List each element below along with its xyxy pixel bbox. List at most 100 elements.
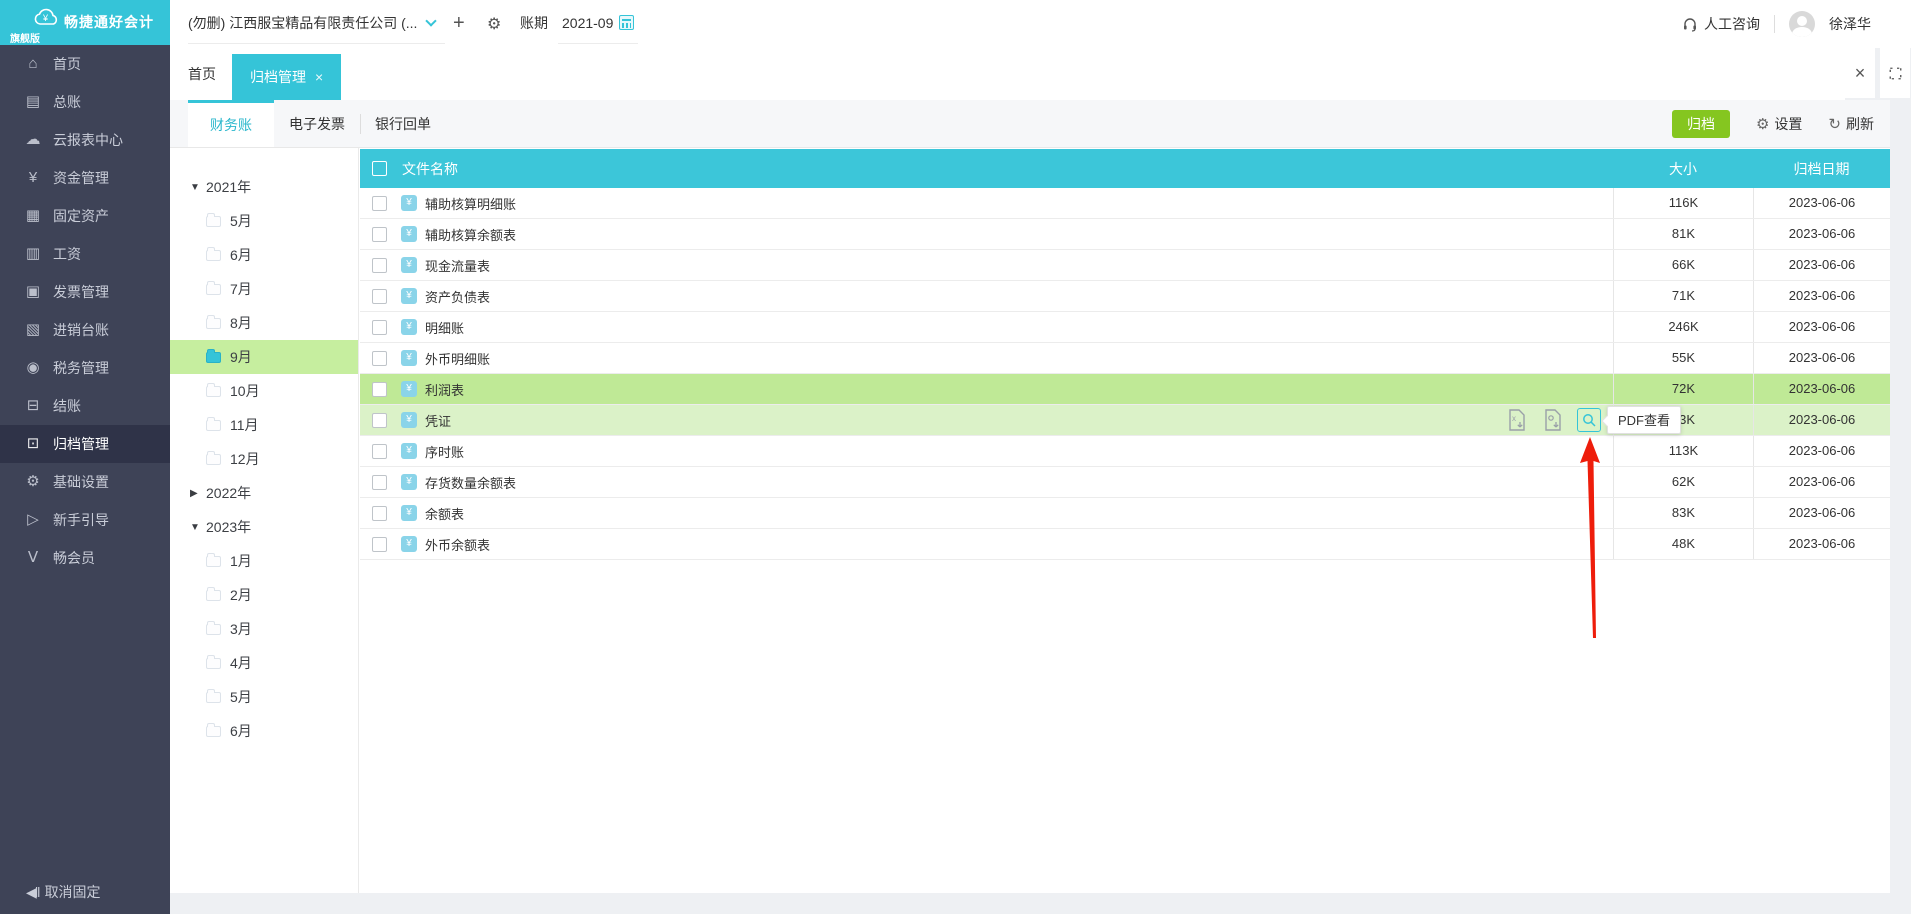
- table-row[interactable]: 辅助核算明细账 x: [360, 188, 1890, 219]
- tree-node[interactable]: 7月: [170, 272, 358, 306]
- tree-node[interactable]: 10月: [170, 374, 358, 408]
- tree-node-label: 4月: [230, 655, 252, 671]
- row-checkbox[interactable]: [372, 412, 387, 428]
- tree-node[interactable]: 8月: [170, 306, 358, 340]
- row-checkbox[interactable]: [372, 350, 387, 366]
- sidebar-item[interactable]: 结账: [0, 387, 170, 425]
- tree-node[interactable]: 2022年: [170, 476, 358, 510]
- period-label: 账期: [520, 15, 548, 31]
- sidebar-item[interactable]: 进销台账: [0, 311, 170, 349]
- tree-node[interactable]: 12月: [170, 442, 358, 476]
- subtab-bar: 财务账 电子发票 银行回单: [170, 100, 1890, 148]
- close-all-tabs-button[interactable]: [1845, 48, 1875, 98]
- tree-expander-icon[interactable]: [190, 522, 204, 533]
- sidebar-item-icon: [24, 245, 42, 263]
- tree-expander-icon[interactable]: [190, 182, 204, 193]
- sidebar-item-icon: [24, 435, 42, 453]
- tree-node[interactable]: 6月: [170, 238, 358, 272]
- subtab[interactable]: 银行回单: [360, 100, 446, 147]
- unpin-sidebar-button[interactable]: 取消固定: [26, 882, 101, 902]
- table-row[interactable]: 辅助核算余额表 x: [360, 219, 1890, 250]
- folder-icon: [206, 688, 221, 703]
- add-account-button[interactable]: [453, 13, 465, 33]
- row-checkbox[interactable]: [372, 319, 387, 335]
- fullscreen-button[interactable]: [1880, 48, 1910, 98]
- sidebar-item[interactable]: 首页: [0, 45, 170, 83]
- table-row[interactable]: 明细账 x: [360, 312, 1890, 343]
- pdf-download-icon[interactable]: [1541, 408, 1565, 432]
- row-checkbox[interactable]: [372, 195, 387, 211]
- tree-node[interactable]: 2023年: [170, 510, 358, 544]
- sidebar-item-icon: [24, 549, 42, 567]
- table-row[interactable]: 外币明细账 x: [360, 343, 1890, 374]
- tree-node[interactable]: 6月: [170, 714, 358, 748]
- archive-button[interactable]: 归档: [1671, 110, 1730, 138]
- table-row[interactable]: 凭证 x: [360, 405, 1890, 436]
- row-checkbox[interactable]: [372, 443, 387, 459]
- select-all-checkbox[interactable]: [372, 161, 387, 176]
- tree-node[interactable]: 5月: [170, 204, 358, 238]
- period-picker[interactable]: 2021-09: [558, 2, 639, 44]
- row-checkbox[interactable]: [372, 474, 387, 490]
- file-name-cell: 资产负债表 x: [360, 281, 1613, 311]
- table-row[interactable]: 资产负债表 x: [360, 281, 1890, 312]
- row-checkbox[interactable]: [372, 381, 387, 397]
- file-icon: [401, 288, 417, 304]
- subtab-label: 财务账: [210, 117, 252, 133]
- table-row[interactable]: 外币余额表 x: [360, 529, 1890, 560]
- file-name-cell: 辅助核算明细账 x: [360, 188, 1613, 218]
- account-settings-icon[interactable]: [487, 14, 501, 34]
- svg-text:x: x: [1512, 414, 1516, 423]
- tree-node[interactable]: 2021年: [170, 170, 358, 204]
- tree-node[interactable]: 2月: [170, 578, 358, 612]
- tree-node-label: 2021年: [206, 179, 252, 195]
- tree-node[interactable]: 5月: [170, 680, 358, 714]
- row-checkbox[interactable]: [372, 226, 387, 242]
- sidebar-item-icon: [24, 131, 42, 149]
- sidebar-item[interactable]: 税务管理: [0, 349, 170, 387]
- company-name: (勿删) 江西服宝精品有限责任公司 (...: [188, 14, 418, 31]
- row-checkbox[interactable]: [372, 505, 387, 521]
- subtab[interactable]: 财务账: [188, 100, 274, 147]
- refresh-button[interactable]: 刷新: [1828, 114, 1874, 134]
- sidebar-item[interactable]: 总账: [0, 83, 170, 121]
- table-row[interactable]: 利润表 x: [360, 374, 1890, 405]
- sidebar-item[interactable]: 新手引导: [0, 501, 170, 539]
- user-name[interactable]: 徐泽华: [1829, 16, 1871, 32]
- table-row[interactable]: 余额表 x: [360, 498, 1890, 529]
- company-selector[interactable]: (勿删) 江西服宝精品有限责任公司 (...: [188, 2, 446, 44]
- column-size-label: 大小: [1669, 160, 1697, 177]
- support-link[interactable]: 人工咨询: [1682, 14, 1760, 34]
- sidebar-item[interactable]: 归档管理: [0, 425, 170, 463]
- table-row[interactable]: 存货数量余额表 x: [360, 467, 1890, 498]
- row-checkbox[interactable]: [372, 536, 387, 552]
- tab-close-icon[interactable]: [315, 54, 323, 100]
- chevron-down-icon: [425, 14, 438, 27]
- sidebar-item[interactable]: 畅会员: [0, 539, 170, 577]
- file-name-cell: 辅助核算余额表 x: [360, 219, 1613, 249]
- table-row[interactable]: 现金流量表 x: [360, 250, 1890, 281]
- tree-node[interactable]: 9月: [170, 340, 358, 374]
- tab-archive-management[interactable]: 归档管理: [232, 54, 342, 100]
- tree-node[interactable]: 11月: [170, 408, 358, 442]
- tree-node[interactable]: 3月: [170, 612, 358, 646]
- tree-node[interactable]: 1月: [170, 544, 358, 578]
- sidebar-item[interactable]: 云报表中心: [0, 121, 170, 159]
- row-checkbox[interactable]: [372, 288, 387, 304]
- sidebar-item[interactable]: 固定资产: [0, 197, 170, 235]
- tab-home[interactable]: 首页: [188, 66, 216, 82]
- tree-node[interactable]: 4月: [170, 646, 358, 680]
- subtab[interactable]: 电子发票: [274, 100, 360, 147]
- sidebar-item[interactable]: 工资: [0, 235, 170, 273]
- table-row[interactable]: 序时账 x: [360, 436, 1890, 467]
- sidebar-item[interactable]: 基础设置: [0, 463, 170, 501]
- sidebar-item[interactable]: 资金管理: [0, 159, 170, 197]
- tree-expander-icon[interactable]: [190, 488, 204, 499]
- settings-button[interactable]: 设置: [1756, 114, 1802, 134]
- excel-download-icon[interactable]: x: [1505, 408, 1529, 432]
- row-checkbox[interactable]: [372, 257, 387, 273]
- avatar[interactable]: [1789, 11, 1815, 37]
- pdf-preview-icon[interactable]: [1577, 408, 1601, 432]
- sidebar-item[interactable]: 发票管理: [0, 273, 170, 311]
- file-name-cell: 现金流量表 x: [360, 250, 1613, 280]
